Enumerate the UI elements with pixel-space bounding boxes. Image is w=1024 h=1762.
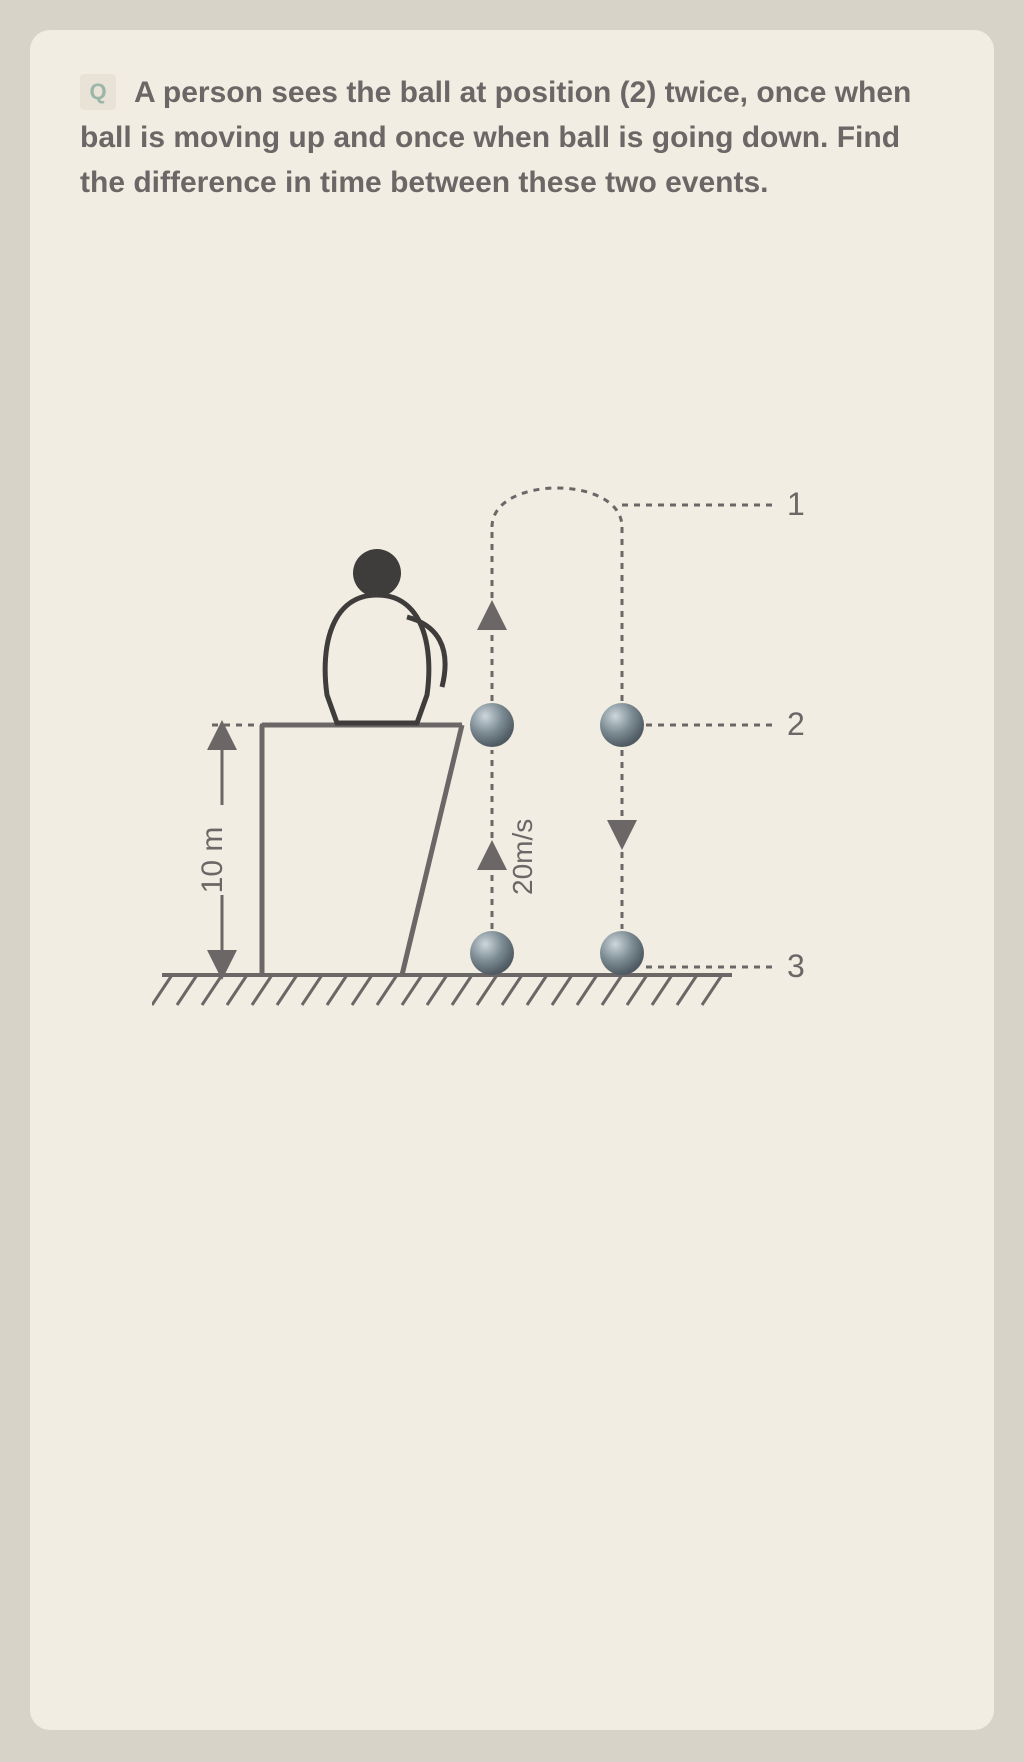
height-dimension: 10 m (196, 725, 277, 965)
question-text: A person sees the ball at position (2) t… (80, 70, 944, 205)
level-guides (622, 505, 772, 967)
physics-diagram: 10 m (152, 295, 872, 1055)
velocity-label: 20m/s (507, 819, 538, 895)
ground-hatching (152, 975, 722, 1005)
height-label: 10 m (196, 827, 229, 894)
question-card: Q A person sees the ball at position (2)… (30, 30, 994, 1730)
table (262, 725, 462, 975)
question-marker-text: Q (89, 79, 106, 105)
trajectory-arc (492, 488, 622, 527)
level-1-label: 1 (787, 486, 805, 522)
person-icon (325, 549, 445, 725)
trajectory-up (470, 527, 514, 975)
question-marker: Q (80, 74, 116, 110)
trajectory-down (600, 527, 644, 975)
diagram-container: 10 m (80, 295, 944, 1055)
level-2-label: 2 (787, 706, 805, 742)
level-3-label: 3 (787, 948, 805, 984)
